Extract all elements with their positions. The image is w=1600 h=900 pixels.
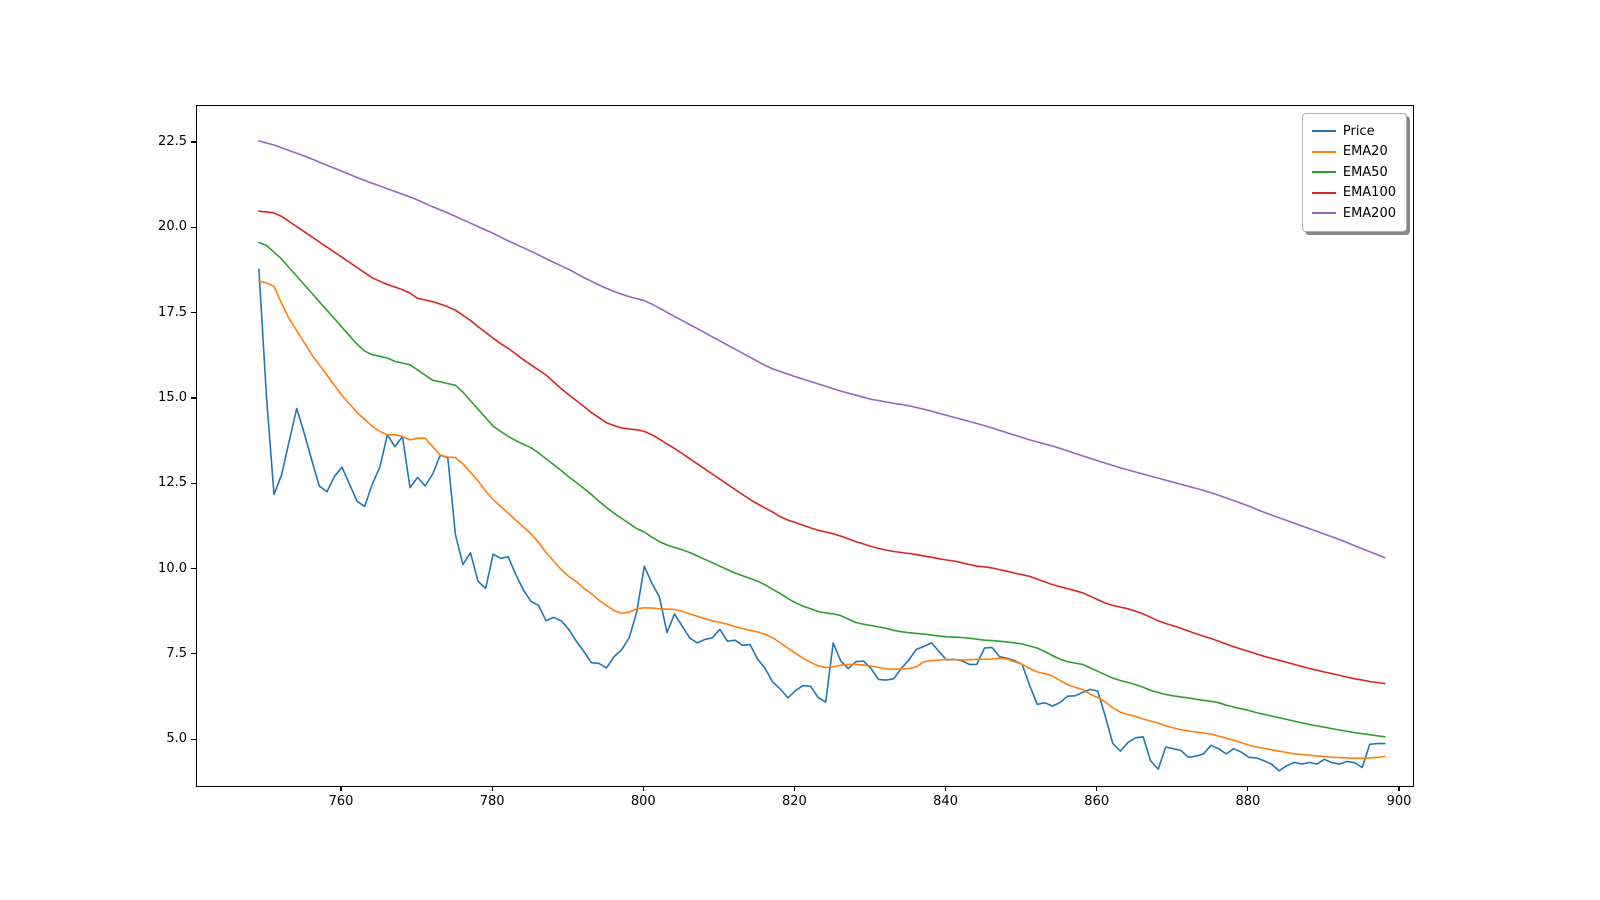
- ema100-line-swatch: [1311, 191, 1336, 194]
- x-tick-label: 900: [1386, 794, 1412, 809]
- y-tick-mark: [191, 653, 196, 655]
- x-tick-mark: [642, 786, 644, 791]
- y-tick-mark: [191, 312, 196, 314]
- legend-label-ema50: EMA50: [1342, 164, 1388, 180]
- ema100-line: [258, 210, 1386, 685]
- ema20-line: [258, 280, 1386, 760]
- legend-label-ema20: EMA20: [1342, 144, 1388, 160]
- ema50-line-swatch: [1311, 171, 1336, 174]
- legend-label-ema200: EMA200: [1342, 205, 1396, 221]
- x-tick-label: 820: [782, 794, 807, 809]
- legend-item-ema20: EMA20: [1311, 142, 1396, 163]
- ema20-line-swatch: [1311, 150, 1336, 153]
- chart-lines-svg: [258, 140, 1386, 772]
- y-tick-mark: [191, 482, 196, 484]
- ema50-line: [258, 241, 1386, 738]
- x-tick-mark: [1096, 786, 1098, 791]
- y-tick-mark: [191, 226, 196, 228]
- x-tick-label: 800: [630, 794, 656, 809]
- y-tick-label: 20.0: [158, 219, 187, 235]
- legend-item-ema50: EMA50: [1311, 162, 1396, 183]
- y-tick-label: 17.5: [158, 304, 187, 320]
- y-tick-label: 5.0: [166, 731, 187, 747]
- x-tick-label: 860: [1084, 794, 1110, 809]
- x-tick-label: 840: [933, 794, 958, 809]
- x-tick-label: 760: [328, 794, 354, 809]
- y-tick-label: 22.5: [158, 133, 187, 149]
- x-tick-label: 880: [1235, 794, 1261, 809]
- x-tick-label: 780: [479, 794, 505, 809]
- x-tick-mark: [793, 786, 796, 791]
- price-line: [258, 268, 1386, 772]
- x-tick-mark: [944, 786, 947, 791]
- y-tick-mark: [191, 738, 196, 740]
- legend-label-price: Price: [1342, 123, 1375, 139]
- legend-item-ema200: EMA200: [1311, 203, 1396, 224]
- ema200-line: [258, 140, 1386, 559]
- legend: Price EMA20 EMA50 EMA100 EMA200: [1301, 113, 1407, 232]
- y-tick-mark: [191, 141, 196, 143]
- legend-label-ema100: EMA100: [1342, 185, 1396, 201]
- x-tick-mark: [340, 786, 342, 791]
- x-tick-mark: [491, 786, 493, 791]
- legend-item-price: Price: [1311, 121, 1396, 142]
- x-tick-mark: [1247, 786, 1249, 791]
- x-tick-mark: [1398, 786, 1400, 791]
- price-line-swatch: [1311, 130, 1336, 133]
- y-tick-label: 7.5: [166, 645, 187, 661]
- plot-area: Price EMA20 EMA50 EMA100 EMA200: [196, 105, 1414, 787]
- y-tick-mark: [191, 567, 196, 570]
- y-tick-mark: [191, 397, 196, 399]
- legend-item-ema100: EMA100: [1311, 183, 1396, 204]
- y-tick-label: 10.0: [158, 560, 187, 576]
- y-tick-label: 15.0: [158, 389, 187, 405]
- y-tick-label: 12.5: [158, 475, 187, 491]
- ema200-line-swatch: [1311, 212, 1336, 215]
